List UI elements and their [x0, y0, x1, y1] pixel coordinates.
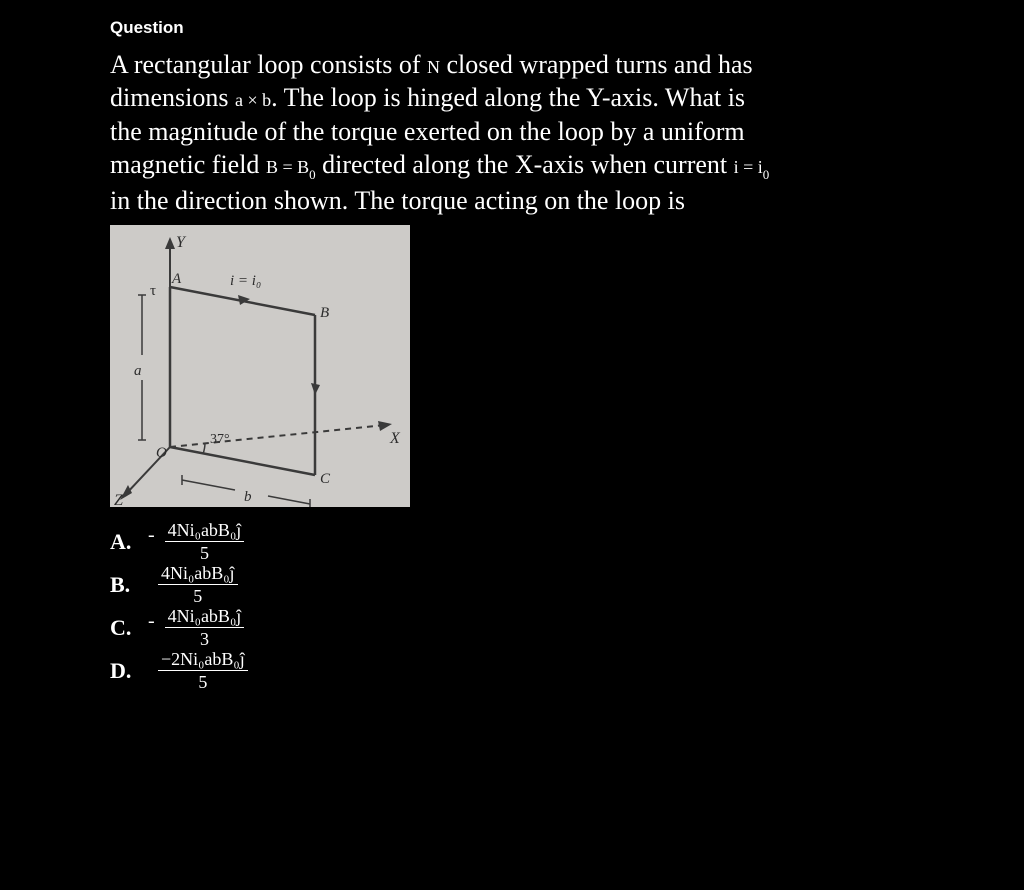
- diagram-c-vertex: C: [320, 471, 331, 487]
- diagram-tau: τ: [150, 283, 156, 299]
- option-d-frac: −2Ni₀abB₀ĵ 5: [158, 650, 248, 691]
- question-bfield: B = B: [266, 157, 309, 177]
- option-a-den: 5: [200, 542, 209, 562]
- option-c: C. - 4Ni₀abB₀ĵ 3: [110, 607, 984, 648]
- option-b-frac: 4Ni₀abB₀ĵ 5: [158, 564, 238, 605]
- page: Question A rectangular loop consists of …: [0, 0, 1024, 691]
- question-ieq: i = i: [734, 157, 763, 177]
- diagram-svg: Y X Z O A B C a b 37° i = i₀ τ: [110, 225, 410, 507]
- option-a-frac: 4Ni₀abB₀ĵ 5: [165, 521, 245, 562]
- option-a-letter: A.: [110, 524, 138, 559]
- diagram-o-label: O: [156, 445, 167, 461]
- option-a-sign: -: [148, 519, 155, 551]
- option-c-frac: 4Ni₀abB₀ĵ 3: [165, 607, 245, 648]
- option-b: B. 4Ni₀abB₀ĵ 5: [110, 564, 984, 605]
- question-n: N: [427, 57, 440, 77]
- question-text: A rectangular loop consists of N closed …: [110, 48, 770, 217]
- option-c-letter: C.: [110, 610, 138, 645]
- option-d-letter: D.: [110, 653, 138, 688]
- question-isub: 0: [763, 167, 770, 182]
- option-c-den: 3: [200, 628, 209, 648]
- option-c-sign: -: [148, 605, 155, 637]
- diagram-b-dim: b: [244, 489, 252, 505]
- option-d: D. −2Ni₀abB₀ĵ 5: [110, 650, 984, 691]
- option-d-num: −2Ni₀abB₀ĵ: [158, 650, 248, 671]
- option-c-num: 4Ni₀abB₀ĵ: [165, 607, 245, 628]
- question-label: Question: [110, 18, 984, 38]
- diagram-y-label: Y: [176, 234, 187, 251]
- question-part1: A rectangular loop consists of: [110, 50, 427, 79]
- diagram-a-dim: a: [134, 363, 142, 379]
- option-b-letter: B.: [110, 567, 138, 602]
- diagram-a-vertex: A: [171, 271, 182, 287]
- option-a: A. - 4Ni₀abB₀ĵ 5: [110, 521, 984, 562]
- diagram-z-label: Z: [114, 492, 124, 507]
- diagram-i-eq: i = i₀: [230, 273, 261, 289]
- diagram-angle: 37°: [210, 432, 230, 447]
- option-b-den: 5: [193, 585, 202, 605]
- diagram: Y X Z O A B C a b 37° i = i₀ τ: [110, 225, 410, 507]
- option-b-num: 4Ni₀abB₀ĵ: [158, 564, 238, 585]
- question-part5: in the direction shown. The torque actin…: [110, 186, 685, 215]
- options: A. - 4Ni₀abB₀ĵ 5 B. 4Ni₀abB₀ĵ 5 C. - 4Ni…: [110, 521, 984, 691]
- option-a-num: 4Ni₀abB₀ĵ: [165, 521, 245, 542]
- option-d-den: 5: [198, 671, 207, 691]
- question-axb: a × b: [235, 90, 271, 110]
- question-part4: directed along the X-axis when current: [316, 150, 734, 179]
- diagram-b-vertex: B: [320, 305, 329, 321]
- diagram-x-label: X: [389, 430, 401, 447]
